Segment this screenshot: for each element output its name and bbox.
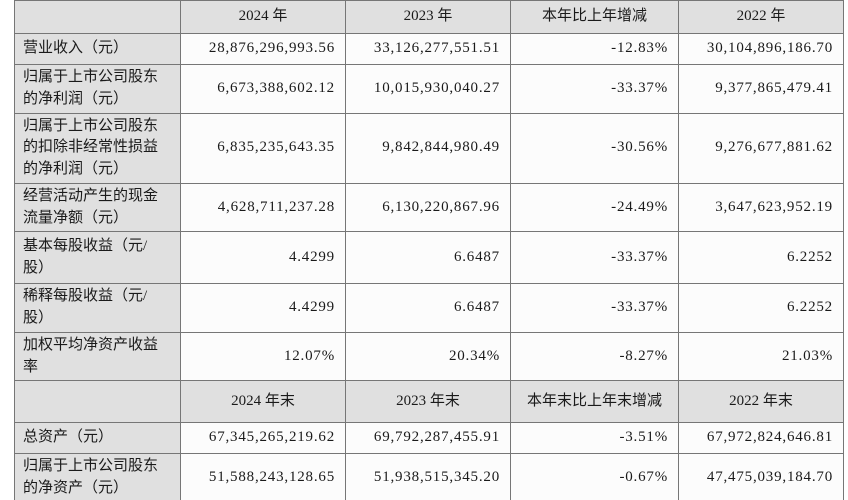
value-2023: 6.6487: [345, 283, 511, 333]
row-label: 归属于上市公司股东的净资产（元）: [14, 453, 181, 500]
value-2024-end: 51,588,243,128.65: [180, 453, 346, 500]
value-yoy-change: -12.83%: [510, 33, 679, 65]
row-label: 归属于上市公司股东的净利润（元）: [14, 64, 181, 114]
value-2022: 3,647,623,952.19: [678, 182, 844, 233]
table-row-operating-revenue: 营业收入（元） 28,876,296,993.56 33,126,277,551…: [14, 33, 844, 65]
value-2023: 6,130,220,867.96: [345, 182, 511, 233]
value-yoy-change: -24.49%: [510, 182, 679, 233]
value-yoy-change: -30.56%: [510, 112, 679, 184]
value-2023-end: 69,792,287,455.91: [345, 422, 511, 455]
value-yoy-change: -33.37%: [510, 231, 679, 285]
period-header-row: 2024 年 2023 年 本年比上年增减 2022 年: [14, 0, 844, 34]
row-label: 基本每股收益（元/股）: [14, 231, 181, 285]
value-2023: 33,126,277,551.51: [345, 33, 511, 65]
table-row-basic-eps: 基本每股收益（元/股） 4.4299 6.6487 -33.37% 6.2252: [14, 231, 844, 285]
period-end-header-row: 2024 年末 2023 年末 本年末比上年末增减 2022 年末: [14, 380, 844, 424]
value-2022: 30,104,896,186.70: [678, 33, 844, 65]
col-header-2022-end: 2022 年末: [678, 380, 844, 424]
value-2022: 9,276,677,881.62: [678, 112, 844, 184]
value-2022: 6.2252: [678, 231, 844, 285]
col-header-2023-end: 2023 年末: [345, 380, 511, 424]
value-2023: 10,015,930,040.27: [345, 64, 511, 114]
table-row-weighted-avg-roe: 加权平均净资产收益率 12.07% 20.34% -8.27% 21.03%: [14, 331, 844, 382]
row-label: 加权平均净资产收益率: [14, 331, 181, 382]
corner-cell: [14, 0, 181, 34]
value-2024: 6,673,388,602.12: [180, 64, 346, 114]
value-2022: 9,377,865,479.41: [678, 64, 844, 114]
table-row-total-assets: 总资产（元） 67,345,265,219.62 69,792,287,455.…: [14, 422, 844, 455]
value-yoy-end-change: -3.51%: [510, 422, 679, 455]
value-2024: 12.07%: [180, 331, 346, 382]
value-2024-end: 67,345,265,219.62: [180, 422, 346, 455]
value-2024: 4.4299: [180, 231, 346, 285]
value-2023: 6.6487: [345, 231, 511, 285]
value-2024: 4.4299: [180, 283, 346, 333]
table-row-net-profit: 归属于上市公司股东的净利润（元） 6,673,388,602.12 10,015…: [14, 64, 844, 114]
row-label: 营业收入（元）: [14, 33, 181, 65]
row-label: 经营活动产生的现金流量净额（元）: [14, 182, 181, 233]
value-2024: 28,876,296,993.56: [180, 33, 346, 65]
col-header-yoy-change: 本年比上年增减: [510, 0, 679, 34]
col-header-2022: 2022 年: [678, 0, 844, 34]
table-row-net-assets: 归属于上市公司股东的净资产（元） 51,588,243,128.65 51,93…: [14, 453, 844, 500]
col-header-2024: 2024 年: [180, 0, 346, 34]
corner-cell: [14, 380, 181, 424]
value-2023: 9,842,844,980.49: [345, 112, 511, 184]
value-2022-end: 47,475,039,184.70: [678, 453, 844, 500]
value-yoy-change: -33.37%: [510, 64, 679, 114]
value-2023: 20.34%: [345, 331, 511, 382]
row-label: 总资产（元）: [14, 422, 181, 455]
value-yoy-end-change: -0.67%: [510, 453, 679, 500]
value-yoy-change: -33.37%: [510, 283, 679, 333]
value-yoy-change: -8.27%: [510, 331, 679, 382]
value-2024: 4,628,711,237.28: [180, 182, 346, 233]
value-2023-end: 51,938,515,345.20: [345, 453, 511, 500]
value-2024: 6,835,235,643.35: [180, 112, 346, 184]
row-label: 稀释每股收益（元/股）: [14, 283, 181, 333]
table-row-operating-cash-flow: 经营活动产生的现金流量净额（元） 4,628,711,237.28 6,130,…: [14, 182, 844, 233]
value-2022: 6.2252: [678, 283, 844, 333]
col-header-2023: 2023 年: [345, 0, 511, 34]
value-2022-end: 67,972,824,646.81: [678, 422, 844, 455]
financial-summary-table: 2024 年 2023 年 本年比上年增减 2022 年 营业收入（元） 28,…: [14, 0, 844, 500]
col-header-2024-end: 2024 年末: [180, 380, 346, 424]
value-2022: 21.03%: [678, 331, 844, 382]
row-label: 归属于上市公司股东的扣除非经常性损益的净利润（元）: [14, 112, 181, 184]
table-row-net-profit-excl-nonrecurring: 归属于上市公司股东的扣除非经常性损益的净利润（元） 6,835,235,643.…: [14, 112, 844, 184]
col-header-yoy-end-change: 本年末比上年末增减: [510, 380, 679, 424]
table-row-diluted-eps: 稀释每股收益（元/股） 4.4299 6.6487 -33.37% 6.2252: [14, 283, 844, 333]
